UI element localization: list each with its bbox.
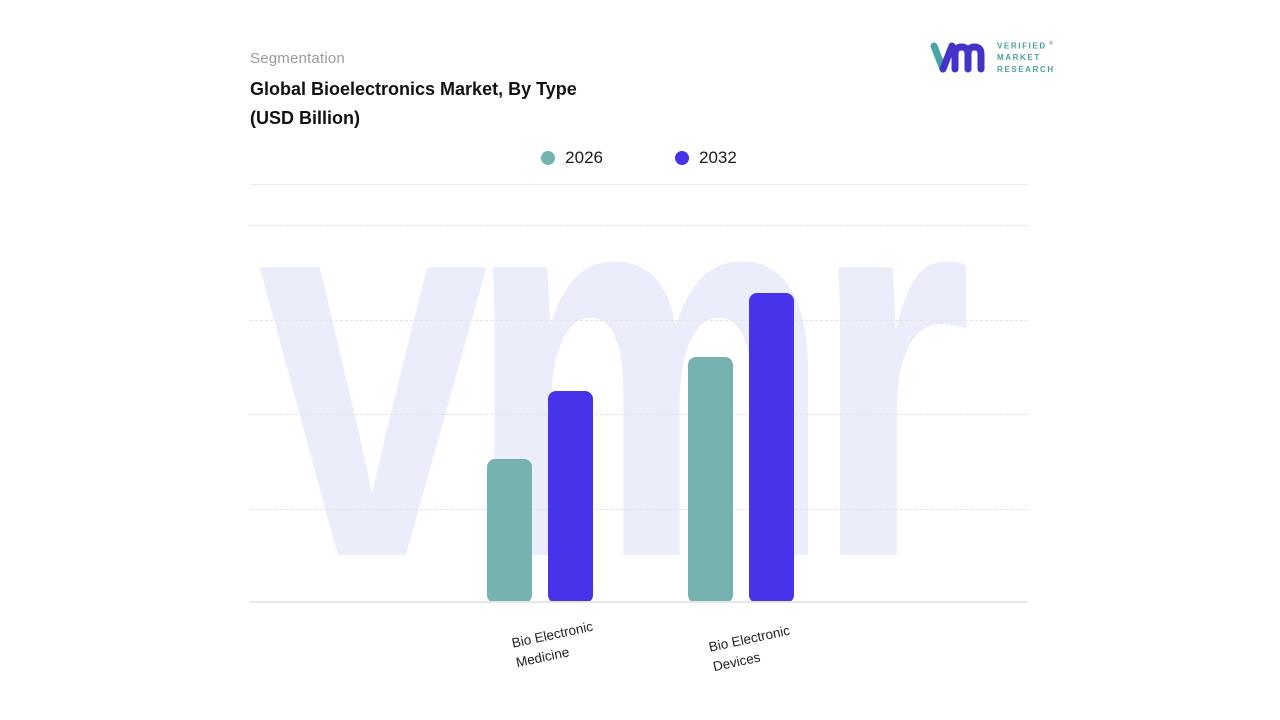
legend-swatch-2032 bbox=[675, 151, 689, 165]
legend-swatch-2026 bbox=[541, 151, 556, 165]
segmentation-label: Segmentation bbox=[250, 50, 345, 67]
legend-label-2026: 2026 bbox=[565, 148, 603, 167]
bars-container bbox=[250, 225, 1028, 603]
gridline bbox=[250, 508, 1028, 510]
registered-mark: ® bbox=[1048, 40, 1054, 47]
legend-item-2026: 2026 bbox=[541, 148, 603, 168]
logo-line-verified: VERIFIED ® bbox=[997, 40, 1054, 51]
chart-plot-area: vmr bbox=[250, 225, 1028, 603]
gridline bbox=[250, 319, 1028, 321]
bar-2032-bio-electronic-medicine bbox=[547, 391, 593, 603]
logo-line-research: RESEARCH bbox=[997, 65, 1055, 75]
chart-title-line1: Global Bioelectronics Market, By Type bbox=[250, 79, 577, 99]
legend-label-2032: 2032 bbox=[699, 148, 737, 167]
chart-title: Global Bioelectronics Market, By Type (U… bbox=[250, 75, 577, 133]
bar-2032-bio-electronic-devices bbox=[748, 293, 794, 603]
gridline bbox=[250, 225, 1028, 226]
chart-legend: 2026 2032 bbox=[250, 148, 1028, 168]
x-axis-line bbox=[250, 601, 1028, 603]
legend-item-2032: 2032 bbox=[675, 148, 737, 168]
vmr-logo-text: VERIFIED ® MARKET RESEARCH bbox=[997, 40, 1055, 77]
header-divider bbox=[250, 184, 1028, 185]
vmr-logo-mark bbox=[930, 42, 985, 73]
vmr-logo: VERIFIED ® MARKET RESEARCH bbox=[928, 38, 1055, 78]
x-category-label-bio-electronic-medicine: Bio Electronic Medicine bbox=[510, 618, 595, 670]
x-category-label-bio-electronic-devices: Bio Electronic Devices bbox=[707, 622, 792, 674]
bar-2026-bio-electronic-devices bbox=[687, 357, 733, 603]
chart-title-line2: (USD Billion) bbox=[250, 108, 360, 128]
gridline bbox=[250, 414, 1028, 415]
logo-line-market: MARKET bbox=[997, 53, 1041, 63]
bar-2026-bio-electronic-medicine bbox=[486, 459, 532, 603]
